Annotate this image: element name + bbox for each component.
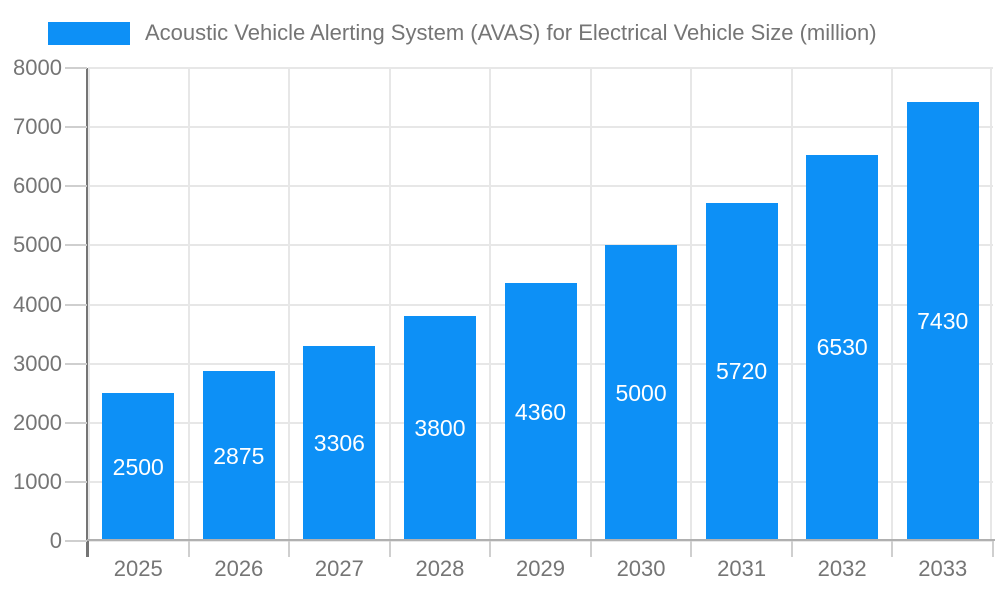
y-axis-label-6000: 6000: [13, 173, 62, 199]
gridline-y-0: [88, 540, 993, 542]
bar-2025[interactable]: 2500: [102, 393, 175, 541]
gridline-x-boundary: [990, 68, 992, 541]
bar-value-label-2025: 2500: [112, 453, 164, 480]
bar-value-label-2028: 3800: [414, 415, 466, 442]
y-axis-label-1000: 1000: [13, 468, 62, 494]
gridline-x-boundary: [589, 68, 592, 541]
bar-2030[interactable]: 5000: [605, 245, 678, 541]
bar-2026[interactable]: 2875: [202, 371, 275, 541]
bar-value-label-2026: 2875: [213, 442, 265, 469]
y-tick: [65, 67, 87, 69]
y-axis-label-3000: 3000: [13, 350, 62, 376]
y-tick: [65, 244, 87, 247]
x-tick: [589, 541, 592, 557]
x-axis-label-2033: 2033: [918, 556, 968, 581]
gridline-y-6000: [88, 185, 993, 188]
x-axis-line: [87, 539, 995, 541]
gridline-y-8000: [88, 67, 993, 69]
x-axis-label-2028: 2028: [415, 556, 465, 581]
bar-2033[interactable]: 7430: [906, 101, 979, 541]
x-axis-label-2030: 2030: [616, 556, 666, 581]
legend-series-label: Acoustic Vehicle Alerting System (AVAS) …: [145, 20, 877, 45]
y-tick: [65, 126, 87, 129]
gridline-x-boundary: [690, 68, 693, 541]
legend-swatch-icon: [48, 21, 130, 45]
gridline-x-boundary: [288, 68, 291, 541]
x-axis-label-2031: 2031: [717, 556, 767, 581]
bar-value-label-2033: 7430: [917, 307, 969, 334]
y-axis-label-0: 0: [49, 528, 62, 553]
bar-value-label-2030: 5000: [615, 379, 667, 406]
gridline-x-boundary: [88, 68, 90, 541]
x-tick: [288, 541, 291, 557]
y-tick: [65, 540, 87, 542]
x-tick: [489, 541, 492, 557]
y-axis-label-8000: 8000: [13, 55, 62, 80]
gridline-x-boundary: [187, 68, 190, 541]
y-tick: [65, 480, 87, 483]
gridline-x-boundary: [891, 68, 894, 541]
legend-item[interactable]: Acoustic Vehicle Alerting System (AVAS) …: [48, 20, 877, 46]
bar-value-label-2027: 3306: [313, 429, 365, 456]
x-tick: [87, 541, 89, 557]
gridline-x-boundary: [388, 68, 391, 541]
x-tick: [187, 541, 190, 557]
y-tick: [65, 303, 87, 306]
bar-2028[interactable]: 3800: [403, 316, 476, 541]
x-axis-label-2027: 2027: [314, 556, 364, 581]
x-tick: [388, 541, 391, 557]
y-axis-line: [86, 68, 88, 557]
bar-value-label-2031: 5720: [716, 358, 768, 385]
x-tick: [891, 541, 894, 557]
x-axis-label-2032: 2032: [817, 556, 867, 581]
x-tick: [790, 541, 793, 557]
gridline-x-boundary: [489, 68, 492, 541]
y-axis-label-7000: 7000: [13, 114, 62, 140]
y-tick: [65, 362, 87, 365]
bar-value-label-2029: 4360: [514, 398, 567, 425]
y-axis-label-5000: 5000: [13, 232, 62, 258]
x-axis-label-2025: 2025: [113, 556, 163, 581]
y-axis-label-4000: 4000: [13, 291, 62, 317]
bar-value-label-2032: 6530: [816, 334, 868, 361]
gridline-x-boundary: [790, 68, 793, 541]
bar-2032[interactable]: 6530: [806, 154, 879, 541]
x-tick: [690, 541, 693, 557]
gridline-y-7000: [88, 126, 993, 129]
y-tick: [65, 185, 87, 188]
bar-2031[interactable]: 5720: [705, 202, 778, 541]
x-axis-label-2026: 2026: [214, 556, 264, 581]
y-tick: [65, 421, 87, 424]
bar-2027[interactable]: 3306: [303, 345, 376, 541]
x-axis-label-2029: 2029: [516, 556, 565, 581]
gridline-y-5000: [88, 244, 993, 247]
plot-area: 2500 2875 3306 3800 4360 5000 5720 6530 7430: [88, 67, 993, 542]
bar-2029[interactable]: 4360: [504, 283, 577, 541]
x-tick: [992, 541, 994, 557]
y-axis-label-2000: 2000: [13, 409, 62, 435]
